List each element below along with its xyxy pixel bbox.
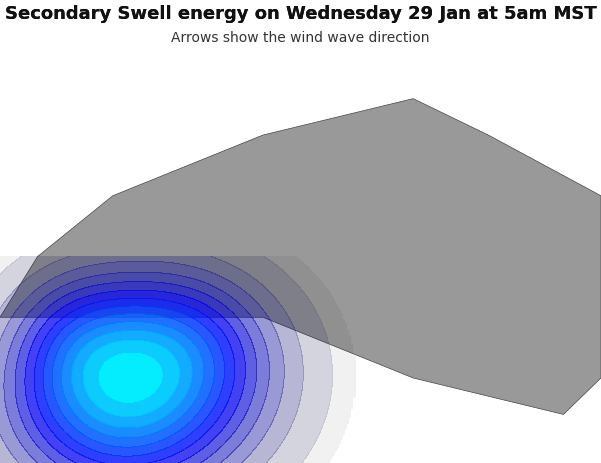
Text: Arrows show the wind wave direction: Arrows show the wind wave direction — [171, 31, 430, 45]
Text: Secondary Swell energy on Wednesday 29 Jan at 5am MST: Secondary Swell energy on Wednesday 29 J… — [5, 5, 596, 23]
Polygon shape — [0, 100, 601, 414]
Text: Secondary Swell energy on Wednesday 29 Jan at 5am MST: Secondary Swell energy on Wednesday 29 J… — [5, 5, 596, 23]
